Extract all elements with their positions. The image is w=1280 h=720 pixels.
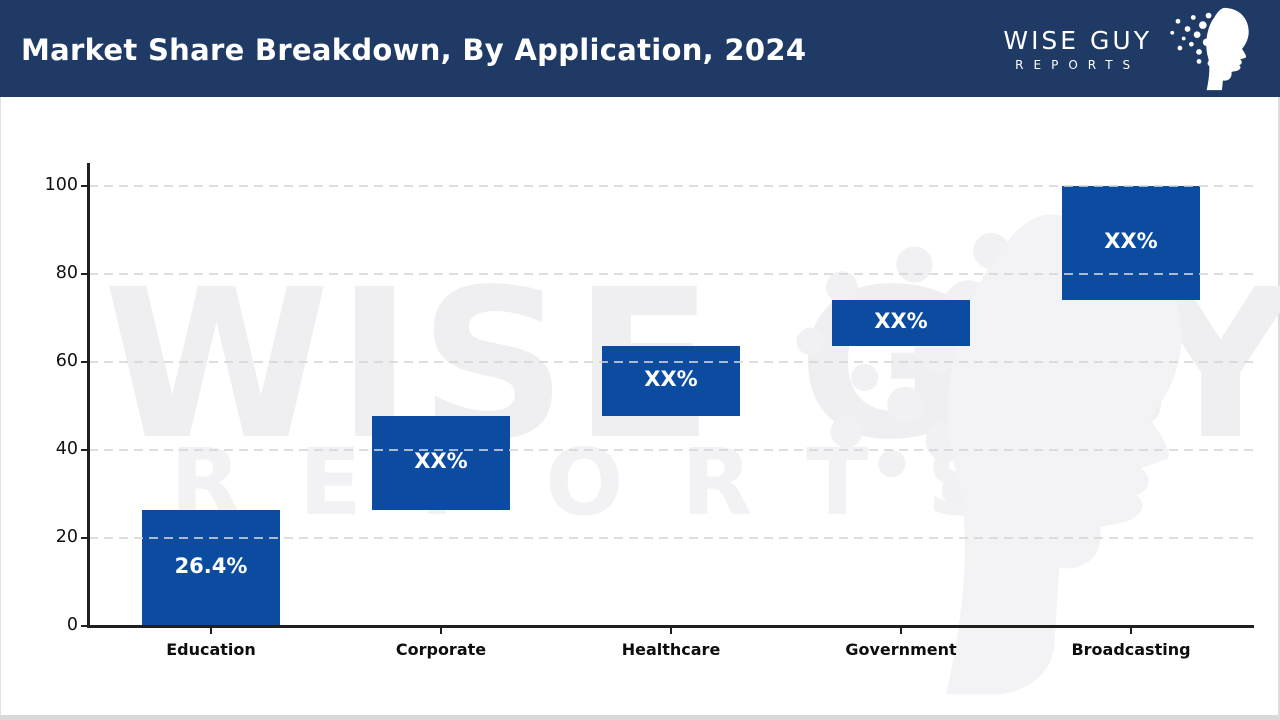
gridline-20 [89,537,1255,539]
y-axis-line [87,163,90,628]
header-bar: Market Share Breakdown, By Application, … [0,0,1280,97]
bar-broadcasting [1062,186,1200,300]
page-title: Market Share Breakdown, By Application, … [21,33,807,67]
bar-healthcare [602,345,740,417]
bar-corporate [372,416,510,510]
x-axis-line [87,625,1254,628]
bar-value-label-education: 26.4% [174,553,248,578]
watermark-text-line2: REPORTS [170,429,1052,536]
x-tick-label-government: Government [845,640,957,659]
gridline-60 [89,361,1255,363]
y-tick-40 [81,449,87,451]
brand-logo-text: WISE GUY REPORTS [1003,26,1152,72]
bar-education [142,509,280,626]
x-tick-label-education: Education [166,640,256,659]
y-tick-80 [81,273,87,275]
bar-value-label-healthcare: XX% [644,366,698,391]
gridline-80 [89,273,1255,275]
y-tick-20 [81,537,87,539]
bar-value-label-government: XX% [874,308,928,333]
x-tick-government [900,628,902,634]
page-border-bottom [0,715,1280,720]
gridline-40 [89,449,1255,451]
y-tick-100 [81,185,87,187]
y-tick-label-0: 0 [66,615,78,635]
x-tick-education [210,628,212,634]
x-tick-label-corporate: Corporate [395,640,487,659]
page-border-right [1278,97,1280,720]
y-tick-label-20: 20 [55,527,78,547]
bar-value-label-broadcasting: XX% [1104,228,1158,253]
x-tick-healthcare [670,628,672,634]
x-tick-corporate [440,628,442,634]
y-tick-label-40: 40 [55,439,78,459]
brand-name: WISE GUY [1003,26,1152,55]
y-tick-0 [81,625,87,627]
x-tick-label-healthcare: Healthcare [621,640,721,659]
x-tick-broadcasting [1130,628,1132,634]
y-tick-label-80: 80 [55,263,78,283]
x-tick-label-broadcasting: Broadcasting [1071,640,1191,659]
page-border-left [0,97,1,720]
y-tick-label-60: 60 [55,351,78,371]
brand-head-icon [1170,7,1249,91]
brand-subtitle: REPORTS [1015,58,1141,72]
gridline-100 [89,185,1255,187]
brand-logo: WISE GUY REPORTS [1003,4,1274,94]
y-tick-label-100: 100 [44,175,78,195]
bar-government [832,299,970,346]
y-tick-60 [81,361,87,363]
bar-value-label-corporate: XX% [414,448,468,473]
